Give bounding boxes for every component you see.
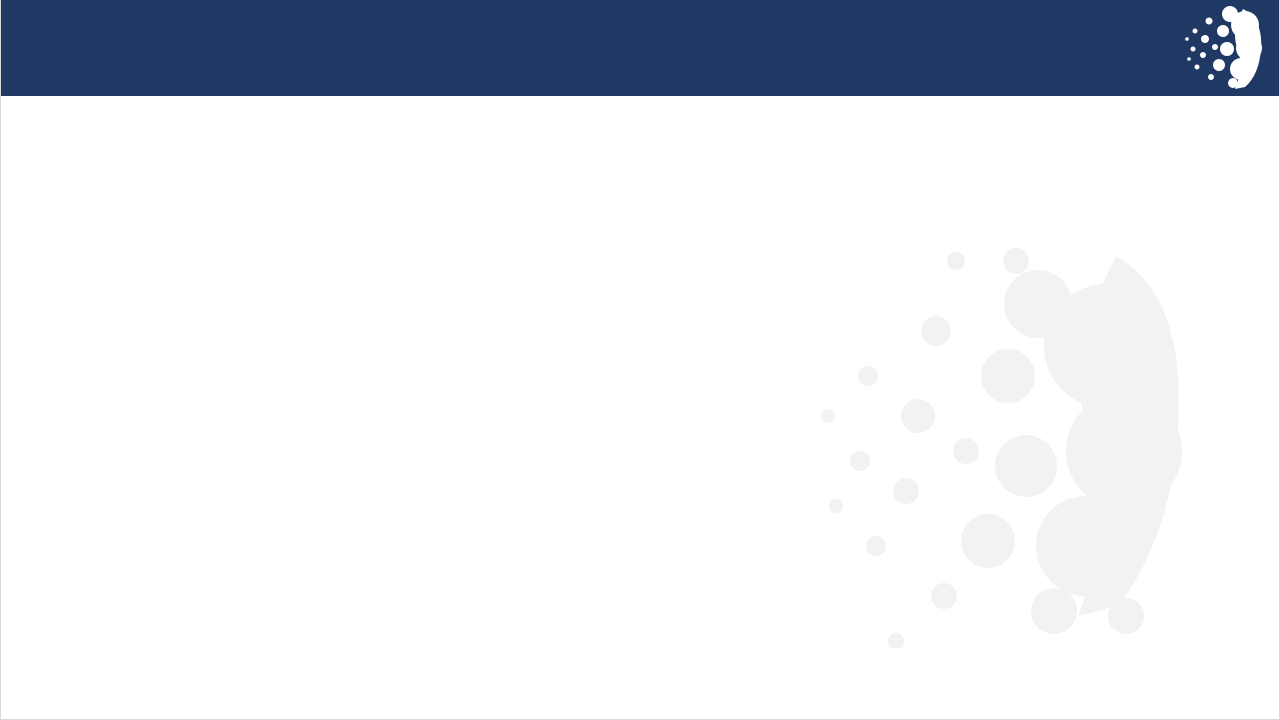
wise-guy-logo [1184,5,1265,91]
header [1,0,1279,96]
chart-area [1,96,1279,719]
watermark-head-icon [821,248,1182,649]
logo-head-icon [1185,6,1262,89]
